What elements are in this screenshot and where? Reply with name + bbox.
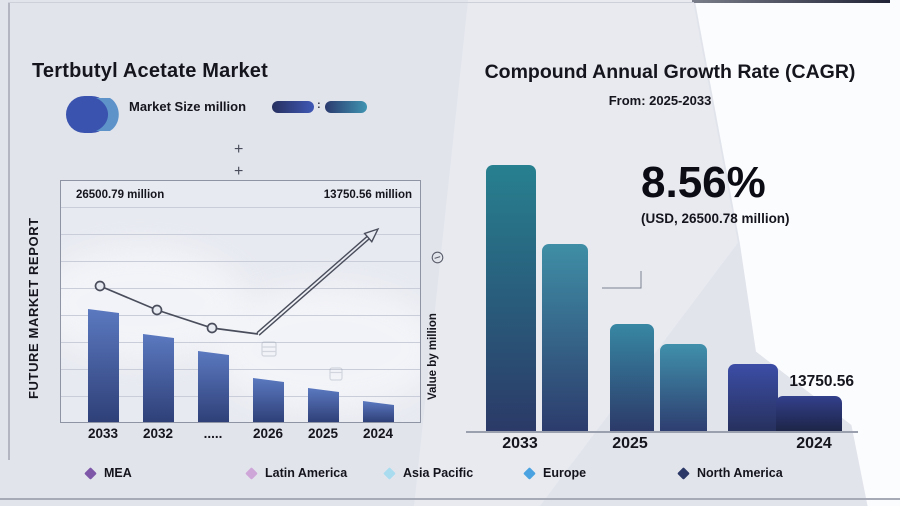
x-axis-label: 2026 [252, 426, 284, 441]
gridline [61, 342, 420, 343]
pill-blue [272, 101, 314, 113]
gridline [61, 234, 420, 235]
legend-diamond-icon [383, 466, 396, 480]
left-chart-panel: 26500.79 million 13750.56 million [60, 180, 421, 423]
left-bar-2026 [253, 378, 284, 422]
side-watermark: FUTURE MARKET REPORT [26, 217, 41, 399]
x-axis-label: 2024 [796, 435, 832, 452]
cagr-title: Compound Annual Growth Rate (CAGR) [484, 61, 856, 83]
right-bar-5 [776, 396, 842, 431]
left-bar-2024 [363, 401, 394, 422]
value-axis-label: Value by million [427, 313, 439, 401]
gridline [61, 369, 420, 370]
x-axis-label: 2033 [87, 426, 119, 441]
legend-item-latin-america: Latin America [245, 466, 348, 480]
pill-teal [325, 101, 367, 113]
ghost-table-icon [329, 367, 343, 381]
left-bar-2033 [88, 309, 119, 422]
left-bar-2032 [143, 334, 174, 422]
gridline [61, 288, 420, 289]
max-value-label: 26500.79 million [76, 189, 165, 201]
x-axis-label: 2024 [362, 426, 394, 441]
gridline [61, 261, 420, 262]
legend-label: MEA [104, 466, 132, 480]
gridline [61, 396, 420, 397]
legend-diamond-icon [523, 466, 536, 480]
top-accent-strip [692, 0, 890, 3]
pill-separator: : [317, 99, 321, 111]
top-edge-line [8, 2, 694, 3]
cylinder-icon [66, 96, 119, 133]
legend-item-europe: Europe [523, 466, 587, 480]
market-size-label: Market Size million [129, 99, 247, 114]
legend-diamond-icon [677, 466, 690, 480]
right-bar-1 [542, 244, 588, 431]
x-axis-label: ..... [203, 426, 223, 441]
plus-icon: + [234, 163, 244, 180]
left-bar-2025 [308, 388, 339, 422]
bottom-edge-line [0, 498, 900, 500]
legend-item-asia-pacific: Asia Pacific [383, 466, 474, 480]
page-title: Tertbutyl Acetate Market [32, 60, 268, 82]
legend-label: Asia Pacific [403, 466, 474, 480]
right-bar-4 [728, 364, 778, 431]
right-bar-2 [610, 324, 654, 431]
gridline [61, 315, 420, 316]
left-bar-..... [198, 351, 229, 422]
plus-icon: + [234, 141, 244, 158]
legend-item-north-america: North America [677, 466, 783, 480]
gridline [61, 207, 420, 208]
legend-diamond-icon [84, 466, 97, 480]
legend-diamond-icon [245, 466, 258, 480]
legend-item-mea: MEA [84, 466, 132, 480]
trend-line-and-arrow [94, 227, 380, 336]
x-axis-label: 2033 [502, 435, 538, 452]
ghost-table-icon [261, 341, 277, 357]
legend-label: Latin America [265, 466, 348, 480]
cagr-value: 8.56% [641, 158, 766, 207]
cagr-detail: (USD, 26500.78 million) [641, 211, 790, 226]
cagr-subtitle: From: 2025-2033 [608, 93, 712, 108]
left-edge-line [8, 2, 10, 460]
legend-label: North America [697, 466, 783, 480]
x-axis-label: 2025 [307, 426, 339, 441]
legend-label: Europe [543, 466, 587, 480]
step-line-decoration [602, 271, 642, 289]
min-value-label: 13750.56 million [323, 189, 412, 201]
x-axis-label: 2032 [142, 426, 174, 441]
bar-value-label: 13750.56 [789, 373, 854, 390]
right-x-axis-line [466, 431, 858, 433]
right-bar-3 [660, 344, 707, 431]
x-axis-label: 2025 [612, 435, 648, 452]
circle-dash-icon [431, 251, 444, 264]
right-bar-0 [486, 165, 536, 431]
